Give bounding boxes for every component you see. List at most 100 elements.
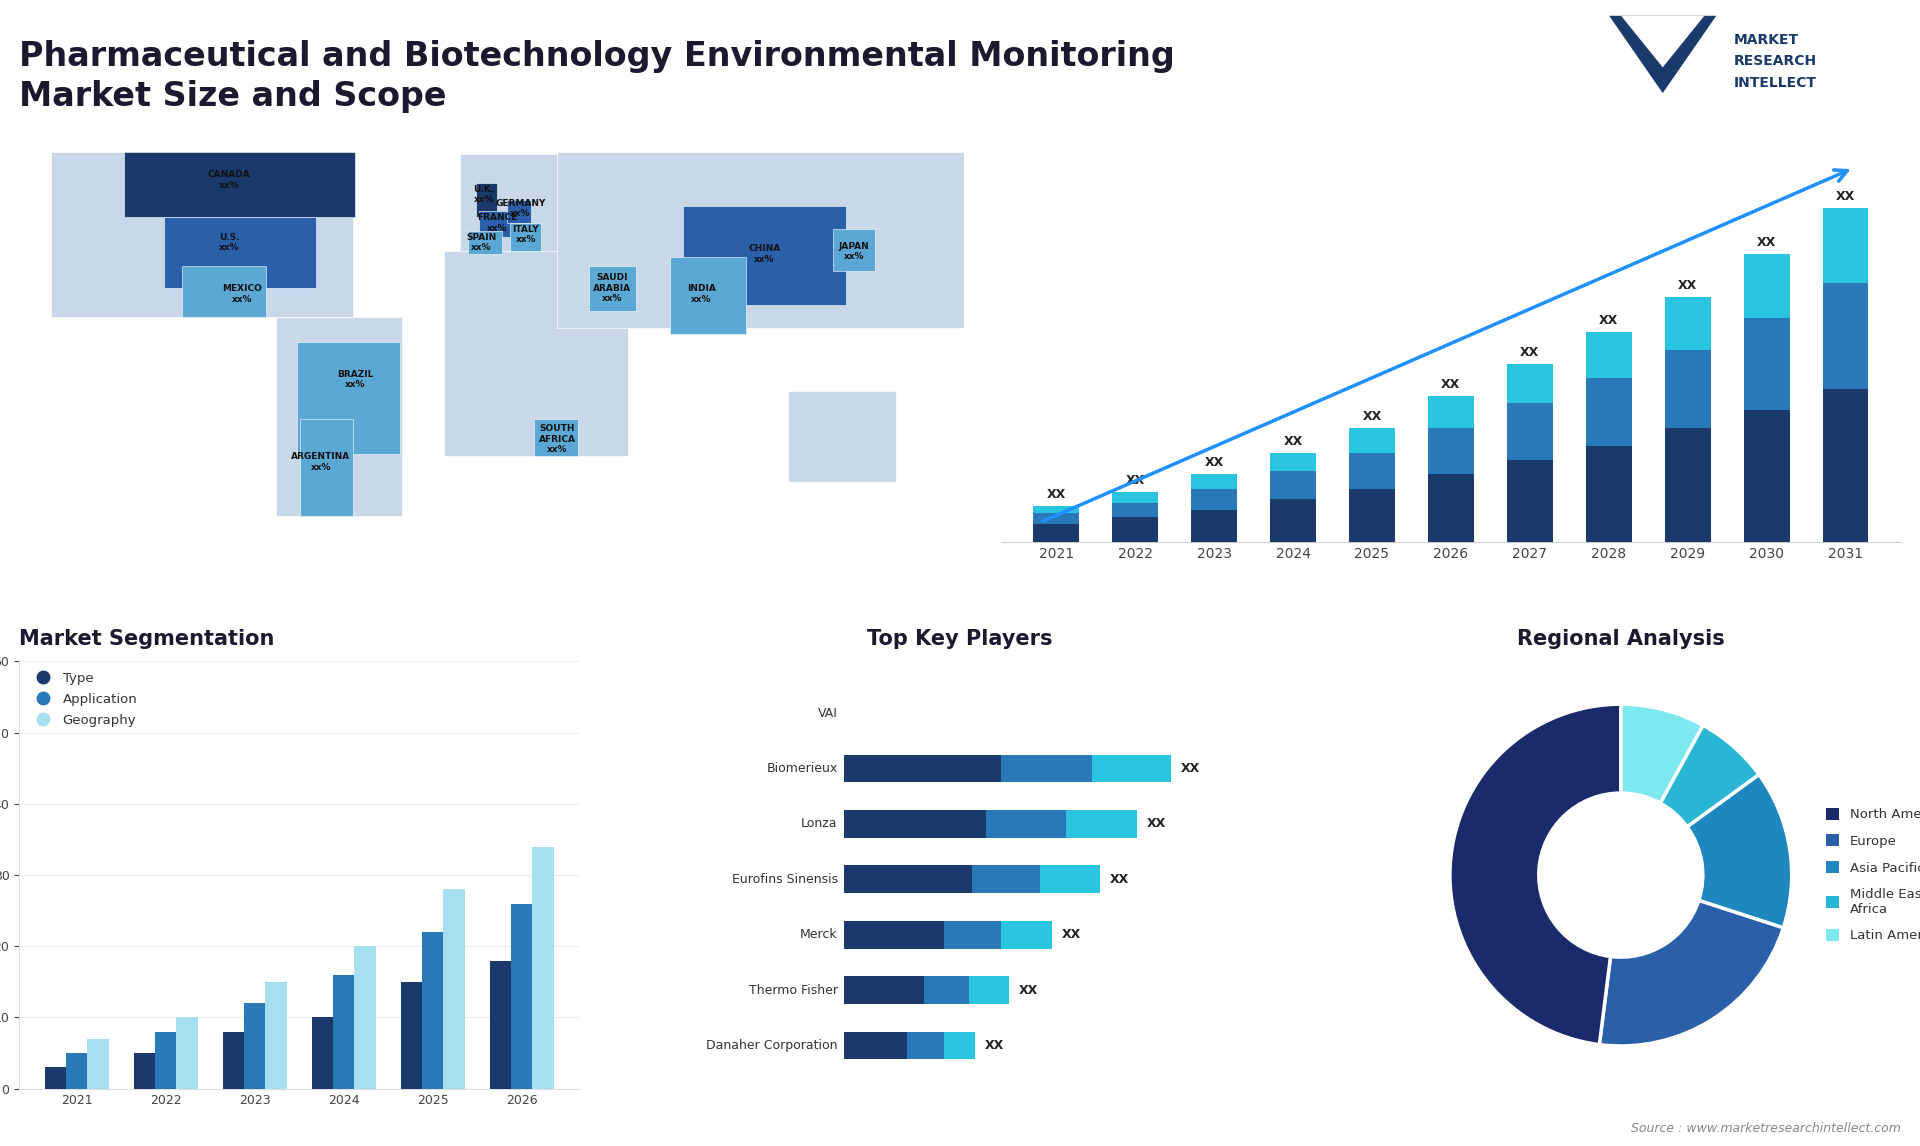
- Text: Eurofins Sinensis: Eurofins Sinensis: [732, 873, 837, 886]
- Wedge shape: [1599, 901, 1784, 1046]
- Polygon shape: [478, 212, 518, 237]
- Bar: [1428, 429, 1475, 474]
- Bar: [1350, 453, 1394, 488]
- Title: Top Key Players: Top Key Players: [868, 629, 1052, 649]
- Bar: [244, 1003, 265, 1089]
- Bar: [1033, 513, 1079, 524]
- Bar: [1112, 503, 1158, 517]
- Bar: [1822, 283, 1868, 390]
- Bar: [156, 1031, 177, 1089]
- Bar: [444, 889, 465, 1089]
- Bar: [1507, 461, 1553, 542]
- Text: INTELLECT: INTELLECT: [1734, 76, 1816, 89]
- Bar: [1271, 471, 1315, 500]
- Text: ARGENTINA
xx%: ARGENTINA xx%: [292, 453, 351, 472]
- Text: XX: XX: [1757, 236, 1776, 249]
- Text: XX: XX: [1046, 488, 1066, 501]
- Bar: [1428, 474, 1475, 542]
- Text: U.S.
xx%: U.S. xx%: [219, 233, 240, 252]
- Text: Source : www.marketresearchintellect.com: Source : www.marketresearchintellect.com: [1630, 1122, 1901, 1135]
- Text: Lonza: Lonza: [801, 817, 837, 831]
- Bar: [1271, 453, 1315, 471]
- Bar: [1350, 429, 1394, 453]
- Polygon shape: [476, 183, 497, 217]
- Text: CANADA
xx%: CANADA xx%: [207, 171, 250, 190]
- Bar: [332, 975, 355, 1089]
- Bar: [532, 847, 553, 1089]
- Polygon shape: [1620, 16, 1705, 68]
- Polygon shape: [444, 251, 628, 456]
- Bar: [1112, 517, 1158, 542]
- Bar: [1190, 488, 1236, 510]
- Text: XX: XX: [1521, 346, 1540, 360]
- Bar: [1033, 507, 1079, 513]
- Bar: [490, 960, 511, 1089]
- Bar: [1271, 500, 1315, 542]
- Title: Regional Analysis: Regional Analysis: [1517, 629, 1724, 649]
- Bar: [134, 1053, 156, 1089]
- Text: XX: XX: [1125, 474, 1144, 487]
- Text: Market Size and Scope: Market Size and Scope: [19, 80, 447, 113]
- Bar: [1112, 492, 1158, 503]
- Bar: [1033, 524, 1079, 542]
- Bar: [88, 1039, 109, 1089]
- Text: SPAIN
xx%: SPAIN xx%: [467, 233, 495, 252]
- Polygon shape: [163, 217, 315, 289]
- Wedge shape: [1661, 725, 1759, 827]
- Text: XX: XX: [1283, 435, 1302, 448]
- Text: XX: XX: [1442, 378, 1461, 391]
- Text: RESEARCH: RESEARCH: [1734, 54, 1816, 69]
- Text: FRANCE
xx%: FRANCE xx%: [476, 213, 516, 233]
- Text: SOUTH
AFRICA
xx%: SOUTH AFRICA xx%: [540, 424, 576, 454]
- Bar: [1190, 474, 1236, 488]
- Legend: North America, Europe, Asia Pacific, Middle East &
Africa, Latin America: North America, Europe, Asia Pacific, Mid…: [1820, 801, 1920, 949]
- Bar: [311, 1018, 332, 1089]
- Bar: [1428, 397, 1475, 429]
- Text: Biomerieux: Biomerieux: [766, 762, 837, 775]
- Legend: Type, Application, Geography: Type, Application, Geography: [25, 668, 142, 731]
- Text: INDIA
xx%: INDIA xx%: [687, 284, 716, 304]
- Polygon shape: [125, 151, 355, 217]
- Polygon shape: [276, 316, 403, 516]
- Polygon shape: [684, 206, 847, 306]
- Text: CHINA
xx%: CHINA xx%: [749, 244, 781, 264]
- Bar: [177, 1018, 198, 1089]
- Bar: [44, 1067, 65, 1089]
- Text: Danaher Corporation: Danaher Corporation: [707, 1039, 837, 1052]
- Polygon shape: [534, 419, 578, 456]
- Text: XX: XX: [1678, 278, 1697, 292]
- Bar: [422, 932, 444, 1089]
- Polygon shape: [511, 222, 541, 251]
- Text: Merck: Merck: [801, 928, 837, 941]
- Bar: [1586, 332, 1632, 378]
- Text: GERMANY
xx%: GERMANY xx%: [495, 199, 545, 218]
- Polygon shape: [298, 343, 399, 454]
- Bar: [1743, 410, 1789, 542]
- Bar: [1822, 209, 1868, 283]
- Bar: [1507, 403, 1553, 461]
- Bar: [1586, 446, 1632, 542]
- Bar: [355, 947, 376, 1089]
- Text: Market Segmentation: Market Segmentation: [19, 629, 275, 649]
- Polygon shape: [50, 151, 353, 316]
- Text: XX: XX: [1204, 456, 1223, 470]
- Bar: [511, 903, 532, 1089]
- Bar: [1586, 378, 1632, 446]
- Text: SAUDI
ARABIA
xx%: SAUDI ARABIA xx%: [593, 274, 632, 304]
- Text: Thermo Fisher: Thermo Fisher: [749, 983, 837, 997]
- Bar: [1822, 390, 1868, 542]
- Text: MARKET: MARKET: [1734, 33, 1799, 47]
- Polygon shape: [182, 266, 265, 316]
- Text: ITALY
xx%: ITALY xx%: [513, 225, 540, 244]
- Bar: [1190, 510, 1236, 542]
- Text: XX: XX: [1836, 190, 1855, 203]
- Bar: [1665, 350, 1711, 429]
- Text: XX: XX: [1599, 314, 1619, 328]
- Bar: [1665, 429, 1711, 542]
- Wedge shape: [1688, 775, 1791, 928]
- Bar: [1350, 488, 1394, 542]
- Polygon shape: [507, 201, 532, 222]
- Polygon shape: [589, 266, 636, 311]
- Polygon shape: [468, 231, 503, 254]
- Polygon shape: [789, 391, 897, 482]
